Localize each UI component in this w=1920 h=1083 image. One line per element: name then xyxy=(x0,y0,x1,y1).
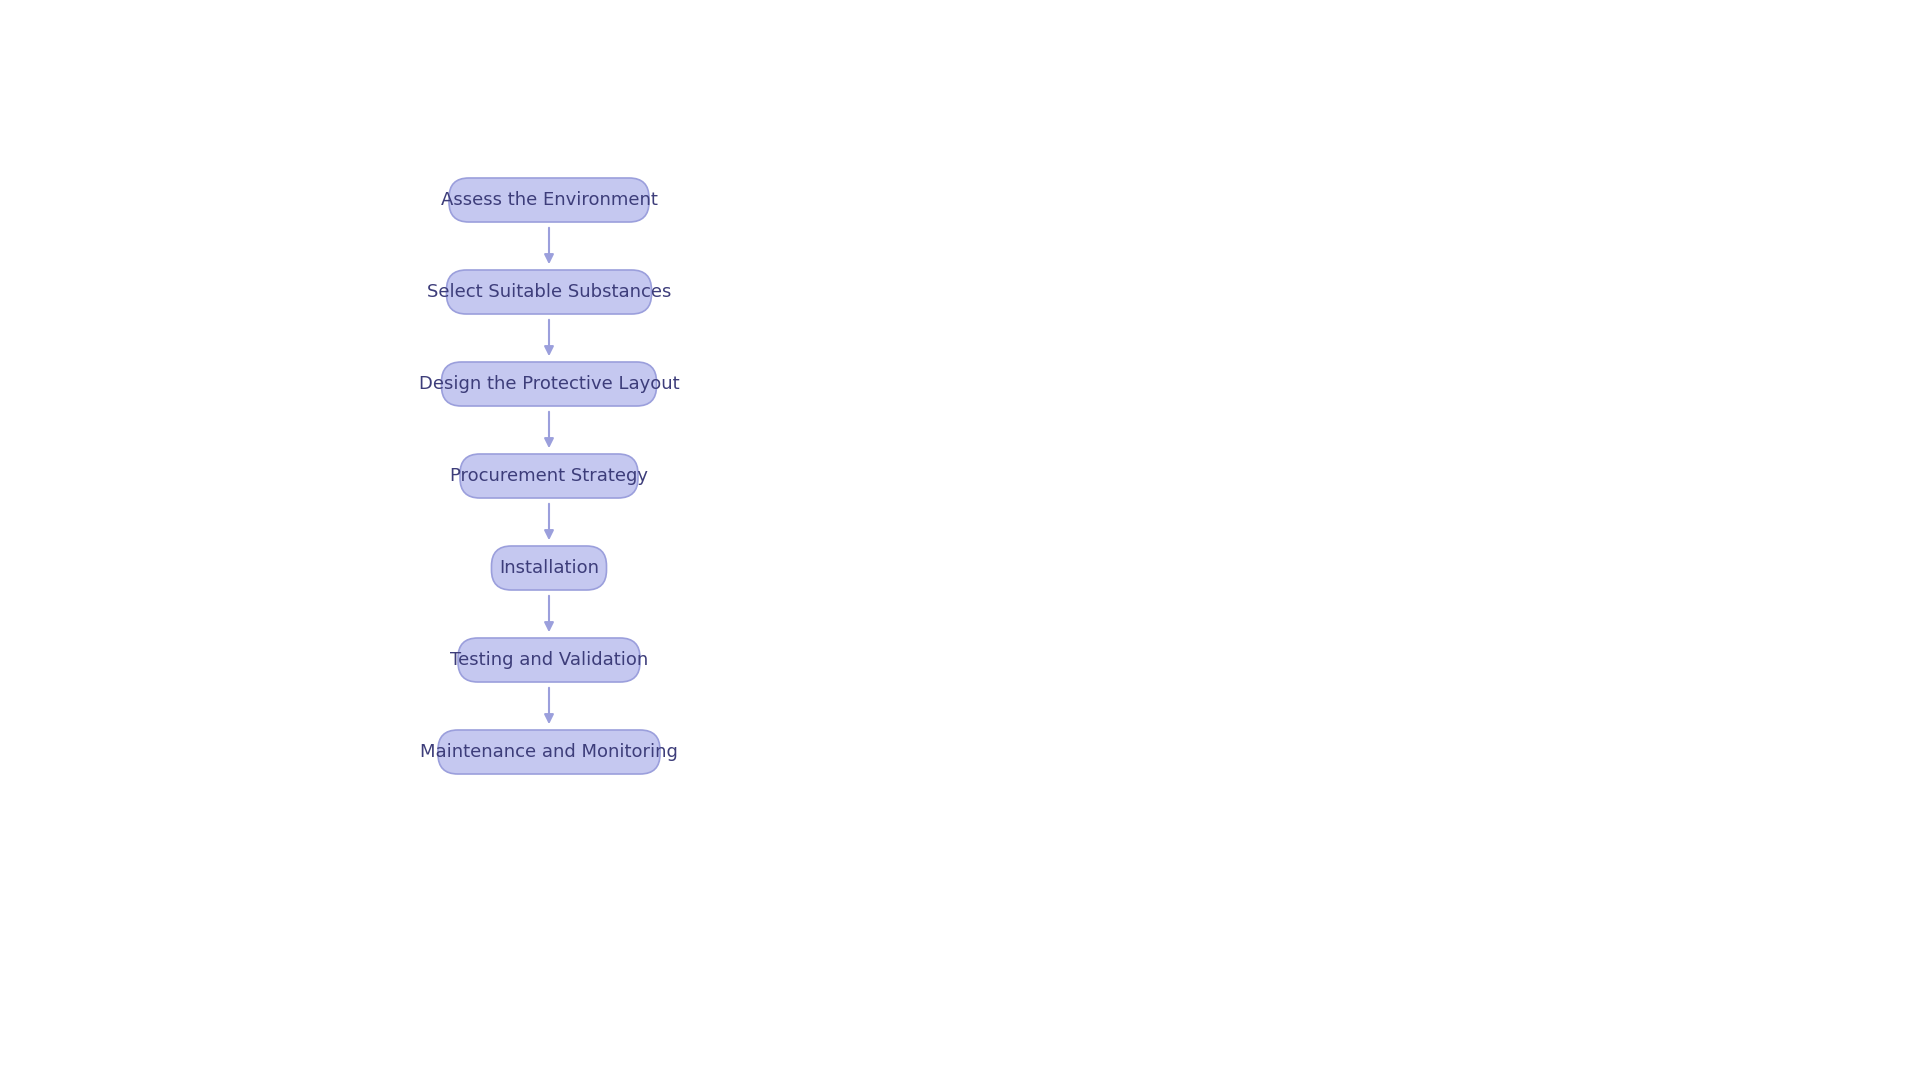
Text: Testing and Validation: Testing and Validation xyxy=(449,651,649,669)
FancyBboxPatch shape xyxy=(442,362,657,406)
Text: Select Suitable Substances: Select Suitable Substances xyxy=(426,283,672,301)
FancyBboxPatch shape xyxy=(449,178,649,222)
FancyBboxPatch shape xyxy=(447,270,651,314)
FancyBboxPatch shape xyxy=(459,638,639,682)
FancyBboxPatch shape xyxy=(492,546,607,590)
Text: Maintenance and Monitoring: Maintenance and Monitoring xyxy=(420,743,678,761)
Text: Design the Protective Layout: Design the Protective Layout xyxy=(419,375,680,393)
Text: Assess the Environment: Assess the Environment xyxy=(440,191,657,209)
FancyBboxPatch shape xyxy=(438,730,660,774)
Text: Procurement Strategy: Procurement Strategy xyxy=(449,467,649,485)
Text: Installation: Installation xyxy=(499,559,599,577)
FancyBboxPatch shape xyxy=(461,454,637,498)
